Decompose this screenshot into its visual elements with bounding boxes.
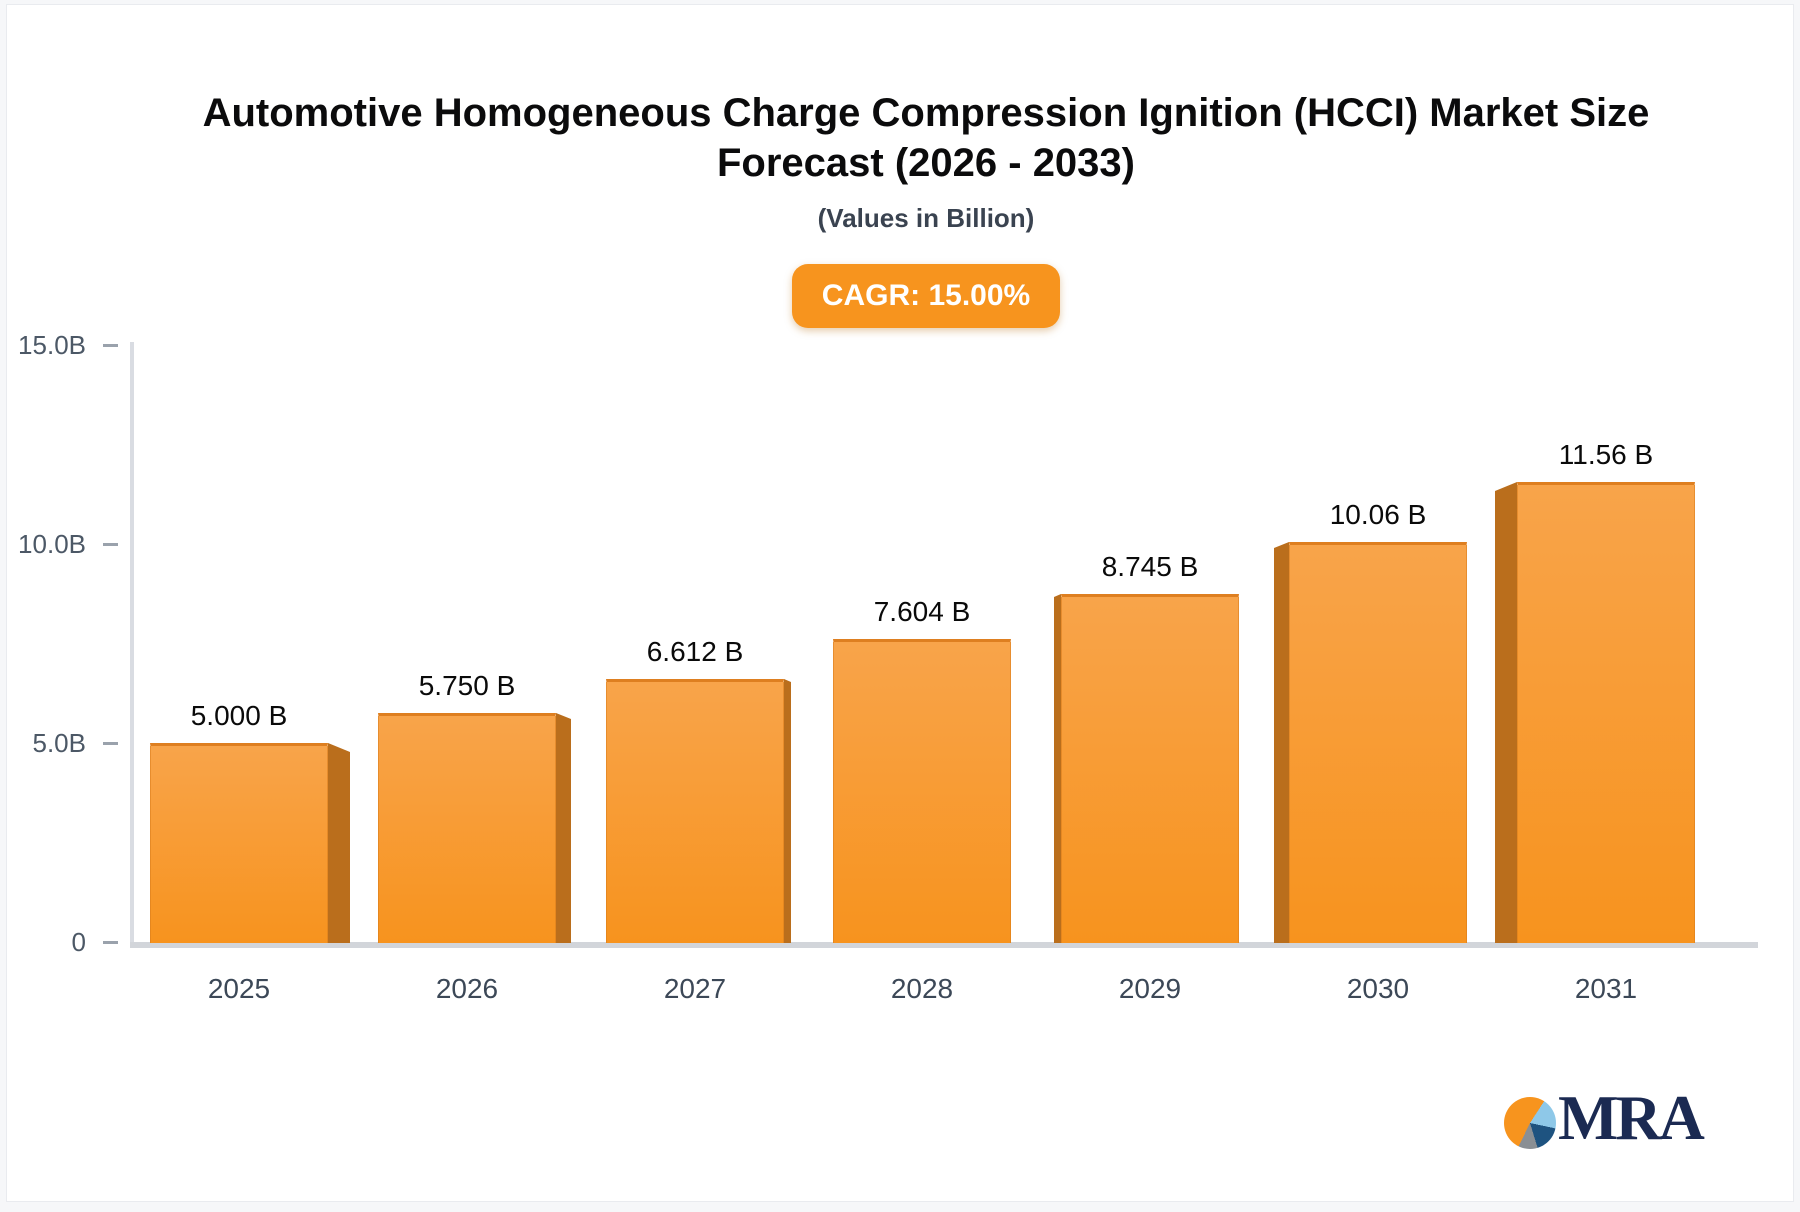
chart-title-line1: Automotive Homogeneous Charge Compressio… (202, 91, 1650, 135)
bar (1061, 594, 1239, 943)
y-axis-tick-label: 15.0B (18, 330, 86, 360)
x-axis-category-label: 2031 (1574, 973, 1638, 1004)
y-axis-tick-mark (103, 941, 118, 944)
bar (1517, 482, 1695, 943)
y-axis-line (130, 342, 134, 948)
chart-header: Automotive Homogeneous Charge Compressio… (52, 88, 1800, 328)
y-axis-tick-mark (103, 344, 118, 347)
bar (833, 639, 1011, 943)
x-axis-category-label: 2030 (1346, 973, 1410, 1004)
bar-value-label: 10.06 B (1329, 499, 1427, 530)
cagr-badge: CAGR: 15.00% (791, 264, 1061, 328)
bar-value-label: 7.604 B (873, 596, 971, 627)
y-axis-tick-mark (103, 742, 118, 745)
bar-3d-side (1054, 594, 1061, 943)
chart-title-line2: Forecast (2026 - 2033) (716, 141, 1135, 185)
bar-3d-side (556, 713, 571, 943)
x-axis-category-label: 2029 (1118, 973, 1182, 1004)
y-axis-tick-label: 5.0B (32, 728, 87, 758)
pie-chart-logo-icon (1504, 1097, 1556, 1149)
mra-logo: MRA (1504, 1082, 1764, 1165)
bar-value-label: 5.000 B (190, 700, 288, 731)
bar (1289, 542, 1467, 943)
bar-3d-side (328, 743, 350, 943)
x-axis-category-label: 2027 (663, 973, 727, 1004)
x-axis-category-label: 2028 (890, 973, 954, 1004)
bar-value-label: 6.612 B (646, 636, 744, 667)
x-axis-line (130, 942, 1758, 948)
bar (150, 743, 328, 943)
y-axis-tick-label: 10.0B (18, 529, 86, 559)
x-axis-category-label: 2025 (207, 973, 271, 1004)
x-axis-category-label: 2026 (435, 973, 499, 1004)
y-axis-tick-label: 0 (71, 927, 86, 957)
bar-3d-side (1274, 542, 1289, 943)
bar-3d-side (1495, 482, 1517, 943)
bar-value-label: 5.750 B (418, 670, 516, 701)
bar-3d-side (784, 679, 791, 943)
chart-subtitle: (Values in Billion) (817, 203, 1035, 233)
bar-value-label: 8.745 B (1101, 551, 1199, 582)
bar-value-label: 11.56 B (1558, 439, 1654, 470)
bar (378, 713, 556, 943)
bar (606, 679, 784, 943)
logo-text: MRA (1558, 1082, 1705, 1153)
y-axis-tick-mark (103, 543, 118, 546)
